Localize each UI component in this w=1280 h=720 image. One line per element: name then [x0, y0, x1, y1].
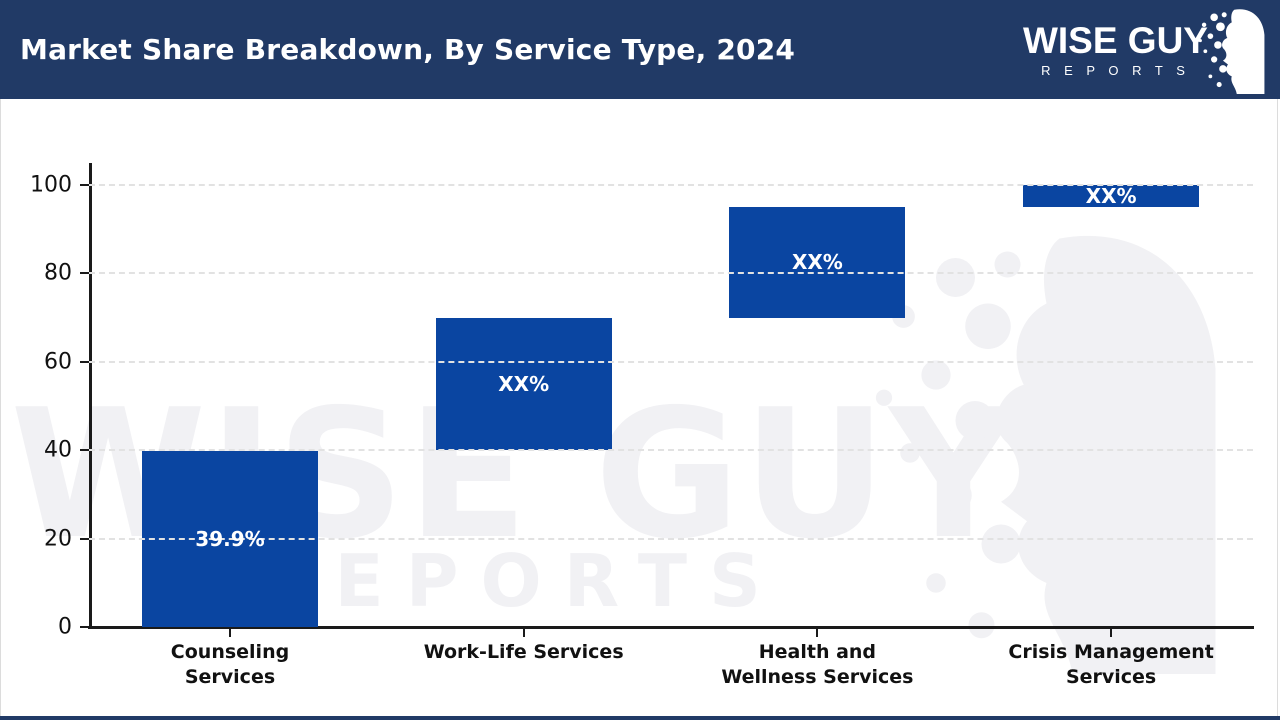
bar-segment: [435, 317, 612, 451]
y-tick-mark: [80, 184, 89, 186]
x-tick-mark: [1110, 628, 1113, 637]
y-axis-line: [89, 163, 92, 628]
y-tick-mark: [80, 360, 89, 363]
y-tick-mark: [80, 537, 89, 540]
watermark-reports-text: REPORTS: [257, 539, 783, 623]
page-right-edge: [1277, 99, 1278, 716]
x-axis-line: [88, 626, 1254, 629]
bar-value-label: XX%: [498, 371, 550, 396]
x-category-label: Crisis Management Services: [1008, 641, 1214, 689]
y-tick-label: 80: [44, 260, 72, 286]
y-tick-label: 100: [30, 172, 72, 198]
brand-subtitle: R E P O R T S: [1041, 63, 1190, 78]
x-category-label: Work-Life Services: [423, 641, 624, 663]
y-tick-label: 0: [58, 614, 72, 640]
brand-name: WISE GUY: [1022, 20, 1208, 61]
gridline-100: [89, 184, 1253, 186]
gridline-40: [89, 449, 1253, 452]
footer-accent-strip: [0, 716, 1280, 720]
bar-value-label: XX%: [791, 250, 843, 275]
y-tick-mark: [80, 626, 89, 628]
brand-head-icon: [1198, 8, 1265, 94]
y-tick-mark: [80, 272, 89, 275]
bar-value-label: XX%: [1085, 184, 1137, 209]
gridline-60: [89, 360, 1253, 363]
bar-segment: [1023, 185, 1200, 208]
page-left-edge: [0, 99, 1, 716]
y-tick-mark: [80, 449, 89, 452]
x-tick-mark: [816, 628, 819, 637]
y-tick-label: 20: [44, 526, 72, 552]
bar-segment: [729, 207, 906, 318]
brand-logo: WISE GUY R E P O R T S: [1023, 6, 1280, 94]
page-title: Market Share Breakdown, By Service Type,…: [20, 33, 796, 66]
x-tick-mark: [522, 628, 525, 637]
gridline-20: [89, 537, 1253, 540]
x-category-label: Counseling Services: [170, 641, 290, 689]
watermark-head-icon: [875, 235, 1216, 674]
x-category-label: Health and Wellness Services: [721, 641, 914, 689]
gridline-80: [89, 272, 1253, 275]
brand-logo-text: WISE GUY R E P O R T S: [1023, 22, 1208, 77]
y-tick-label: 40: [44, 437, 72, 463]
x-tick-mark: [229, 628, 231, 637]
bar-value-label: 39.9%: [195, 526, 265, 551]
y-tick-label: 60: [44, 349, 72, 375]
header-bar: Market Share Breakdown, By Service Type,…: [0, 0, 1280, 99]
